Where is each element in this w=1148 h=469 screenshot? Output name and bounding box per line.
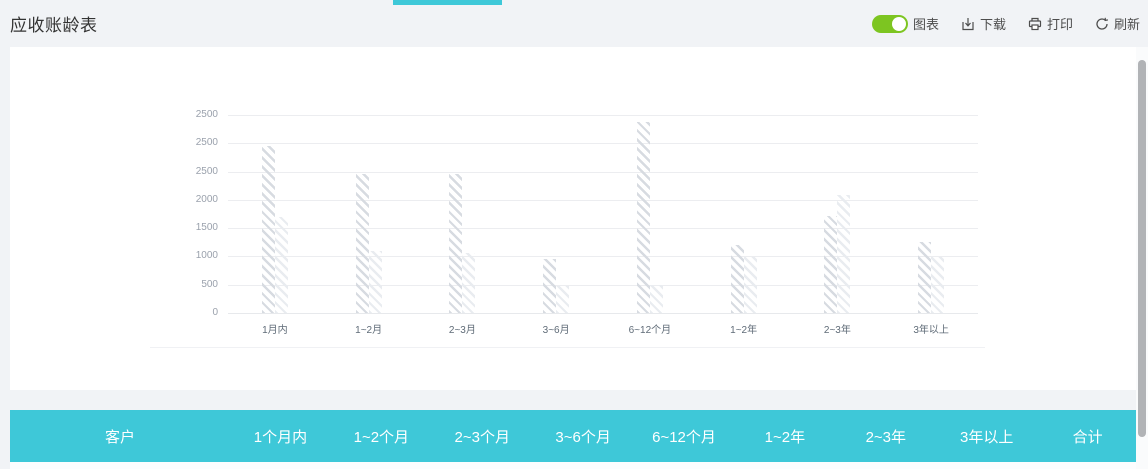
column-header-3-6month: 3~6个月 [555, 428, 611, 446]
y-tick-label: 2500 [195, 137, 218, 149]
x-tick-label: 6~12个月 [628, 325, 672, 336]
bar-series_b-3~6月[interactable] [556, 285, 570, 313]
x-tick-label: 1~2月 [355, 325, 383, 336]
y-tick-label: 1500 [195, 222, 218, 234]
column-header-1month: 1个月内 [253, 428, 308, 446]
x-tick-label: 2~3年 [823, 325, 851, 336]
gridline [228, 199, 978, 201]
top-accent-bar [393, 0, 502, 5]
x-tick-label: 2~3月 [448, 325, 476, 336]
chart-card: 0 500 1000 1500 2000 2500 2500 2500 1月内 1~2月 2~3月 3… [10, 47, 1138, 390]
download-icon [962, 17, 974, 30]
bar-series_b-3年以上[interactable] [931, 256, 945, 313]
gridline [228, 228, 978, 230]
table-header-row: 客户 1个月内 1~2个月 2~3个月 3~6个月 6~12个月 1~2年 2~… [10, 410, 1138, 462]
aging-bar-chart: 0 500 1000 1500 2000 2500 2500 2500 1月内 1~2月 2~3月 3… [10, 47, 1138, 390]
bar-series_b-2~3月[interactable] [462, 253, 476, 313]
chart-toggle-label: 图表 [912, 17, 939, 32]
page-title: 应收账龄表 [10, 16, 98, 35]
gridline [228, 143, 978, 145]
bar-series_a-1~2月[interactable] [355, 173, 369, 313]
page-header: 应收账龄表 图表 下载 打印 刷新 [0, 0, 1148, 47]
gridline [228, 256, 978, 258]
column-header-2-3year: 2~3年 [865, 428, 907, 446]
bar-series_a-6~12个月[interactable] [636, 121, 650, 313]
bar-series_a-2~3月[interactable] [449, 173, 463, 313]
chart-view-toggle[interactable]: 图表 [871, 14, 939, 33]
bar-series_a-3年以上[interactable] [918, 242, 932, 313]
column-header-customer: 客户 [104, 428, 135, 446]
refresh-icon [1096, 17, 1109, 30]
bar-series_b-1~2月[interactable] [368, 251, 382, 313]
printer-icon [1028, 17, 1042, 30]
bar-series_b-6~12个月[interactable] [649, 285, 663, 313]
gridline [228, 313, 978, 314]
x-tick-label: 1~2年 [730, 325, 758, 336]
gridline [228, 171, 978, 173]
print-label: 打印 [1046, 17, 1073, 32]
column-header-3year-plus: 3年以上 [960, 428, 1014, 446]
x-tick-label: 3~6月 [542, 325, 570, 336]
column-header-2-3month: 2~3个月 [454, 428, 510, 446]
bar-series_a-1~2年[interactable] [730, 244, 744, 313]
refresh-label: 刷新 [1113, 17, 1140, 32]
bar-series_b-1~2年[interactable] [743, 256, 757, 313]
print-button[interactable]: 打印 [1028, 14, 1073, 33]
column-header-6-12month: 6~12个月 [652, 428, 716, 446]
y-tick-label: 2500 [195, 165, 218, 177]
vertical-scrollbar[interactable] [1136, 47, 1148, 469]
column-header-1-2month: 1~2个月 [353, 428, 410, 446]
y-tick-label: 2500 [195, 109, 218, 120]
download-button[interactable]: 下载 [961, 14, 1006, 33]
scrollbar-thumb[interactable] [1138, 60, 1146, 437]
x-tick-label: 3年以上 [913, 325, 949, 336]
toggle-switch-icon[interactable] [871, 14, 908, 33]
download-label: 下载 [979, 17, 1006, 32]
gridline [228, 284, 978, 286]
toggle-knob [891, 16, 906, 31]
bar-series_a-3~6月[interactable] [543, 259, 557, 313]
y-tick-label: 1000 [195, 250, 218, 262]
chart-bottom-separator [150, 347, 985, 348]
bar-series_a-2~3年[interactable] [824, 216, 838, 313]
gridline [228, 115, 978, 116]
column-header-total: 合计 [1072, 428, 1103, 446]
y-tick-label: 0 [212, 307, 218, 318]
column-header-1-2year: 1~2年 [764, 428, 806, 446]
bar-series_a-1月内[interactable] [261, 146, 275, 313]
y-tick-label: 500 [201, 278, 218, 290]
table-under-strip [10, 462, 1138, 469]
toolbar: 图表 下载 打印 刷新 [871, 14, 1140, 33]
refresh-button[interactable]: 刷新 [1095, 14, 1140, 33]
x-tick-label: 1月内 [262, 325, 288, 336]
bar-series_b-1月内[interactable] [274, 216, 288, 313]
y-tick-label: 2000 [195, 193, 218, 205]
bar-series_b-2~3年[interactable] [837, 195, 851, 313]
